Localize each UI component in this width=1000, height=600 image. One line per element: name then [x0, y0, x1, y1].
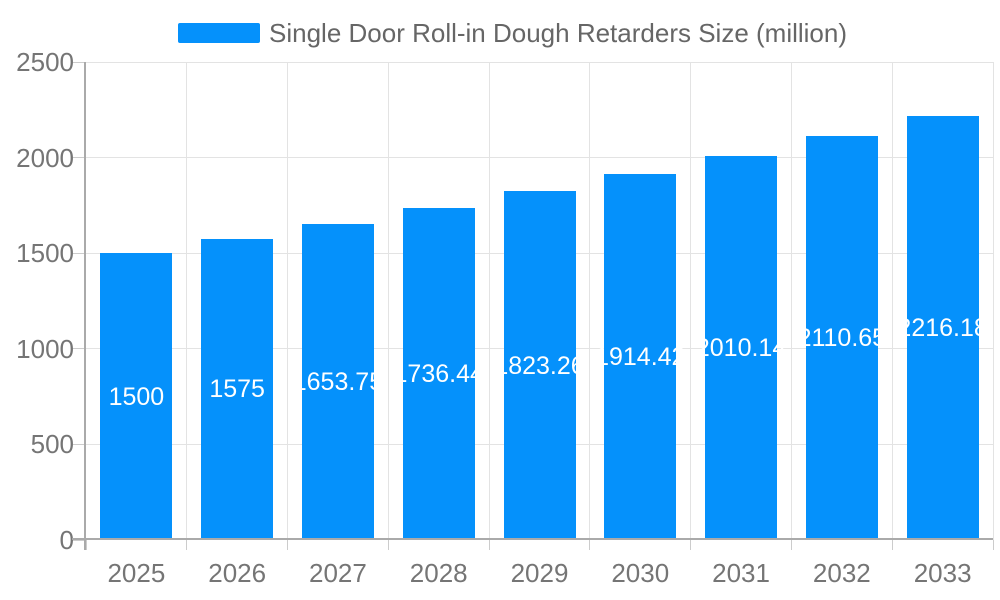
v-gridline [589, 62, 591, 540]
y-axis-label: 1500 [16, 238, 74, 269]
bar-value-label: 1823.26 [494, 351, 585, 380]
y-tick [72, 539, 86, 541]
v-gridline [790, 62, 792, 540]
y-axis-label: 2500 [16, 47, 74, 77]
x-axis-label: 2025 [107, 558, 166, 588]
bar-value-label: 2010.14 [695, 333, 787, 362]
bar[interactable]: 2110.65 [798, 136, 886, 540]
y-axis-line [84, 62, 86, 550]
bar[interactable]: 1575 [201, 238, 274, 540]
x-tick [690, 540, 692, 550]
h-gridline [86, 157, 993, 159]
bar-value-label: 1653.75 [292, 367, 384, 396]
y-axis-label: 0 [59, 525, 74, 555]
bar-value-label: 2110.65 [797, 324, 887, 353]
bar[interactable]: 1500 [100, 253, 173, 540]
x-tick [85, 540, 87, 550]
x-tick [186, 540, 188, 550]
legend-label: Single Door Roll-in Dough Retarders Size… [269, 18, 848, 48]
bar-value-label: 2216.18 [897, 314, 988, 343]
x-tick [790, 540, 792, 550]
bar-value-label: 1914.42 [595, 342, 686, 371]
v-gridline [387, 62, 389, 540]
bar-value-label: 1736.44 [393, 359, 484, 388]
y-axis-label: 500 [30, 429, 74, 460]
x-axis-label: 2029 [510, 558, 569, 588]
y-tick [72, 61, 86, 63]
v-gridline [891, 62, 893, 540]
y-axis-label: 2000 [16, 142, 74, 173]
v-gridline [186, 62, 188, 540]
v-gridline [690, 62, 692, 540]
y-tick [72, 443, 86, 445]
x-axis-label: 2028 [409, 558, 468, 588]
bar-value-label: 1575 [209, 375, 265, 404]
y-tick [72, 252, 86, 254]
x-axis-label: 2030 [611, 558, 670, 588]
x-tick [488, 540, 490, 550]
bar[interactable]: 1823.26 [494, 191, 585, 540]
bar[interactable]: 2010.14 [696, 155, 786, 540]
y-tick [72, 157, 86, 159]
bar[interactable]: 1914.42 [595, 173, 685, 540]
x-axis-label: 2032 [812, 558, 871, 588]
x-tick [992, 540, 994, 550]
x-tick [891, 540, 893, 550]
x-axis-label: 2027 [309, 558, 367, 588]
bar[interactable]: 1736.44 [394, 207, 484, 540]
x-tick [387, 540, 389, 550]
bar[interactable]: 2216.18 [897, 116, 988, 540]
x-axis-label: 2033 [913, 558, 972, 588]
x-tick [589, 540, 591, 550]
y-axis-label: 1000 [16, 333, 74, 364]
h-gridline [86, 61, 993, 63]
legend-swatch [178, 23, 260, 43]
y-tick [72, 348, 86, 350]
bar[interactable]: 1653.75 [293, 223, 383, 540]
v-gridline [287, 62, 289, 540]
bar-value-label: 1500 [108, 382, 165, 411]
x-axis-line [72, 538, 993, 540]
v-gridline [488, 62, 490, 540]
legend[interactable]: Single Door Roll-in Dough Retarders Size… [178, 18, 847, 48]
x-axis-label: 2031 [712, 558, 770, 588]
x-axis-label: 2026 [208, 558, 267, 588]
x-tick [287, 540, 289, 550]
v-gridline [992, 62, 994, 540]
